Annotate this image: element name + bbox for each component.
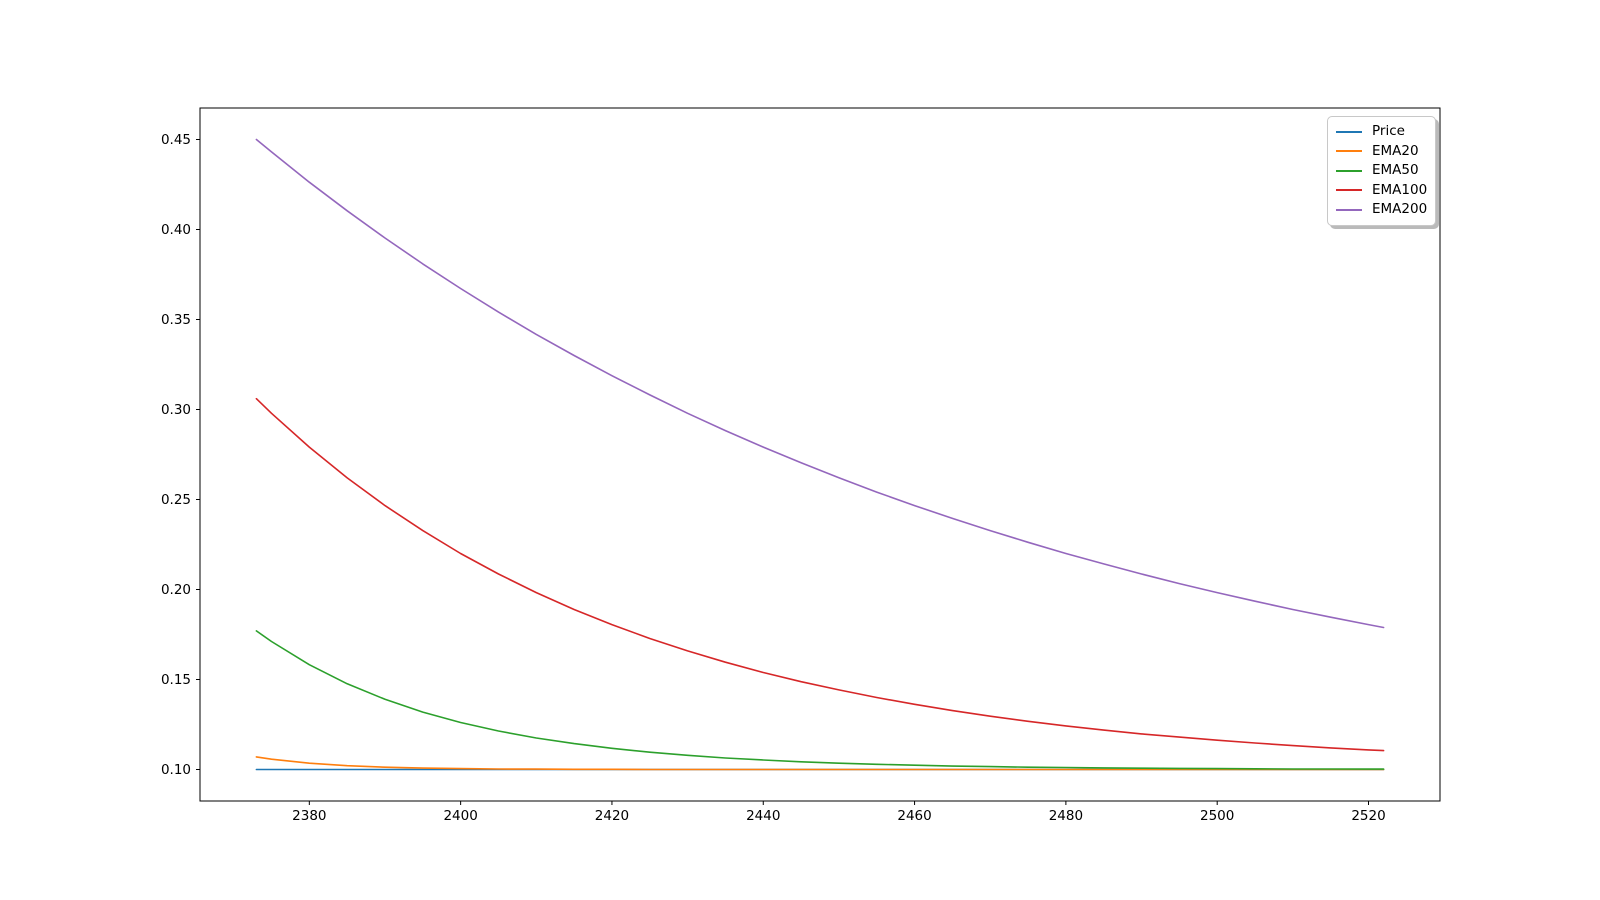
y-tick-label: 0.30 xyxy=(161,402,191,418)
y-tick-label: 0.20 xyxy=(161,582,191,598)
x-tick-label: 2480 xyxy=(1049,808,1083,824)
y-tick-label: 0.25 xyxy=(161,492,191,508)
x-tick-label: 2380 xyxy=(292,808,326,824)
x-tick-label: 2460 xyxy=(897,808,931,824)
legend-item-ema200: EMA200 xyxy=(1336,200,1427,220)
x-tick-label: 2500 xyxy=(1200,808,1234,824)
legend-line-swatch xyxy=(1336,130,1362,133)
series-line-ema20 xyxy=(255,756,1385,771)
legend-label: EMA50 xyxy=(1372,162,1419,178)
legend-item-ema50: EMA50 xyxy=(1336,161,1427,181)
legend-label: EMA20 xyxy=(1372,142,1419,159)
legend-line-swatch xyxy=(1336,208,1362,211)
y-tick-label: 0.10 xyxy=(161,762,191,778)
legend-line-swatch xyxy=(1336,169,1362,172)
x-tick-label: 2420 xyxy=(595,808,629,824)
x-tick-label: 2400 xyxy=(443,808,477,824)
axes-frame xyxy=(199,107,1441,802)
legend-label: EMA200 xyxy=(1372,201,1428,217)
y-tick-label: 0.40 xyxy=(161,222,191,238)
series-line-ema50 xyxy=(255,630,1385,770)
y-axis-tick-labels: 0.10 0.15 0.20 0.25 0.30 0.35 0.40 0.45 xyxy=(161,132,191,778)
x-axis-tick-labels: 2380 2400 2420 2440 2460 2480 2500 2520 xyxy=(292,808,1386,824)
y-tick-label: 0.45 xyxy=(161,132,191,148)
legend-line-swatch xyxy=(1336,150,1362,153)
y-tick-label: 0.35 xyxy=(161,312,191,328)
legend: Price EMA20 EMA50 EMA100 EMA200 xyxy=(1327,116,1437,226)
legend-label: Price xyxy=(1372,123,1405,139)
series-line-ema200 xyxy=(255,138,1385,629)
series-line-ema100 xyxy=(255,397,1385,752)
legend-label: EMA100 xyxy=(1372,181,1428,198)
y-tick-label: 0.15 xyxy=(161,672,191,688)
x-axis-ticks xyxy=(308,801,1370,805)
plot-lines xyxy=(255,138,1385,771)
legend-line-swatch xyxy=(1336,189,1362,192)
x-tick-label: 2520 xyxy=(1351,808,1385,824)
legend-item-ema20: EMA20 xyxy=(1336,142,1427,162)
y-axis-ticks xyxy=(196,139,200,770)
legend-item-price: Price xyxy=(1336,122,1427,142)
legend-item-ema100: EMA100 xyxy=(1336,181,1427,201)
x-tick-label: 2440 xyxy=(746,808,780,824)
